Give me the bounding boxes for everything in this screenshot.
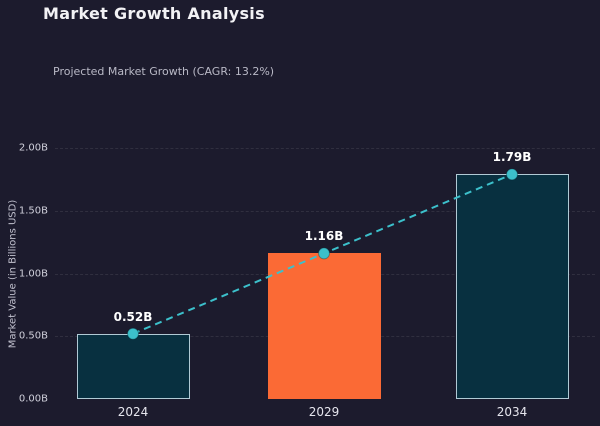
chart-subtitle: Projected Market Growth (CAGR: 13.2%) (53, 65, 275, 78)
x-tick-label: 2034 (496, 405, 528, 419)
x-tick-label: 2029 (308, 405, 340, 419)
bar-2024 (76, 333, 190, 399)
bar-2034 (455, 174, 569, 399)
y-axis-title: Market Value (in Billions USD) (7, 199, 19, 348)
x-tick-label: 2024 (117, 405, 149, 419)
value-label: 0.52B (113, 309, 153, 324)
y-tick-label: 2.00B (18, 142, 48, 154)
y-tick-label: 0.00B (18, 393, 48, 405)
bar-2029 (267, 253, 381, 399)
chart-title: Market Growth Analysis (43, 4, 265, 23)
value-label: 1.16B (304, 229, 344, 244)
y-tick-label: 1.00B (18, 268, 48, 279)
y-tick-label: 0.50B (18, 330, 48, 342)
value-label: 1.79B (492, 150, 532, 165)
gridline (55, 148, 595, 149)
y-tick-label: 1.50B (18, 205, 48, 217)
